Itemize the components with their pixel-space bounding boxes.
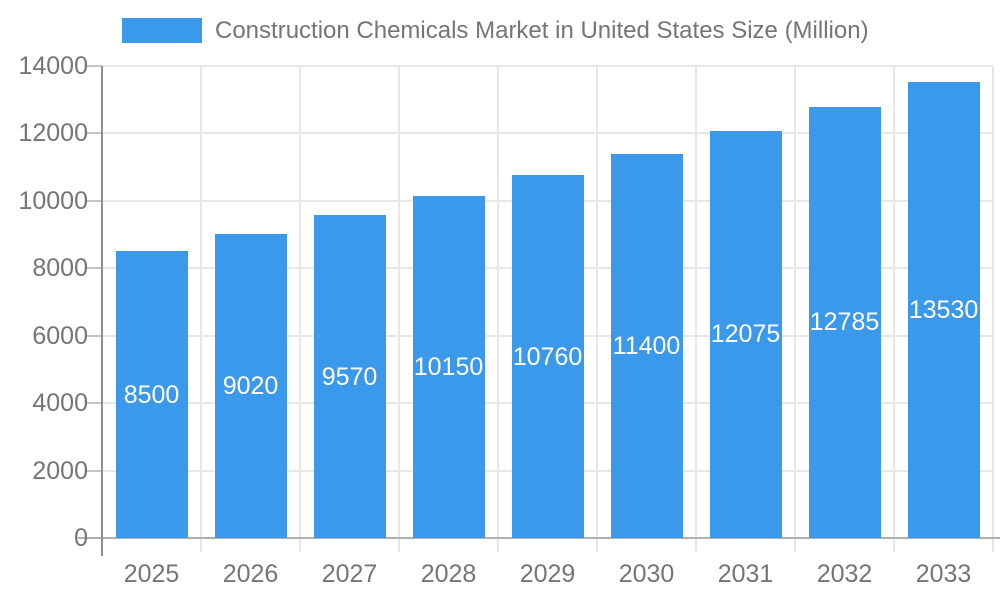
bar[interactable] bbox=[709, 130, 782, 538]
x-axis-line bbox=[78, 537, 1000, 539]
v-gridline bbox=[398, 66, 400, 552]
bar[interactable] bbox=[511, 175, 584, 538]
y-tick bbox=[86, 469, 102, 472]
x-axis-label: 2030 bbox=[618, 560, 675, 588]
h-gridline bbox=[102, 65, 993, 67]
x-axis-label: 2026 bbox=[222, 560, 279, 588]
y-tick bbox=[86, 267, 102, 270]
y-axis-label: 14000 bbox=[18, 52, 88, 80]
y-axis-line bbox=[101, 66, 103, 556]
v-gridline bbox=[992, 66, 994, 552]
v-gridline bbox=[596, 66, 598, 552]
x-axis-label: 2029 bbox=[519, 560, 576, 588]
y-tick bbox=[86, 132, 102, 135]
y-axis-label: 4000 bbox=[32, 389, 88, 418]
y-tick bbox=[86, 65, 102, 67]
y-axis-label: 0 bbox=[74, 524, 88, 552]
y-axis-label: 6000 bbox=[32, 321, 88, 350]
bar[interactable] bbox=[907, 81, 980, 538]
y-tick bbox=[86, 334, 102, 337]
bar[interactable] bbox=[313, 215, 386, 538]
v-gridline bbox=[695, 66, 697, 552]
bar[interactable] bbox=[214, 233, 287, 538]
x-axis-label: 2028 bbox=[420, 560, 477, 588]
bar[interactable] bbox=[610, 153, 683, 538]
v-gridline bbox=[794, 66, 796, 552]
v-gridline bbox=[497, 66, 499, 552]
x-axis-label: 2032 bbox=[816, 560, 873, 588]
h-gridline bbox=[102, 132, 993, 135]
x-axis-label: 2031 bbox=[717, 560, 774, 588]
v-gridline bbox=[299, 66, 301, 552]
bar[interactable] bbox=[115, 251, 188, 538]
bar[interactable] bbox=[412, 195, 485, 538]
chart-legend[interactable]: Construction Chemicals Market in United … bbox=[122, 18, 869, 43]
bar[interactable] bbox=[808, 106, 881, 538]
y-tick bbox=[86, 199, 102, 202]
y-axis-label: 12000 bbox=[18, 119, 88, 148]
v-gridline bbox=[893, 66, 895, 552]
legend-swatch bbox=[122, 18, 202, 43]
x-axis-label: 2033 bbox=[915, 560, 972, 588]
chart-title: Construction Chemicals Market in United … bbox=[215, 17, 869, 44]
y-axis-label: 10000 bbox=[18, 186, 88, 215]
y-axis-label: 8000 bbox=[32, 254, 88, 283]
v-gridline bbox=[200, 66, 202, 552]
x-axis-label: 2027 bbox=[321, 560, 378, 588]
x-axis-label: 2025 bbox=[123, 560, 180, 588]
y-tick bbox=[86, 402, 102, 405]
y-axis-label: 2000 bbox=[32, 456, 88, 485]
